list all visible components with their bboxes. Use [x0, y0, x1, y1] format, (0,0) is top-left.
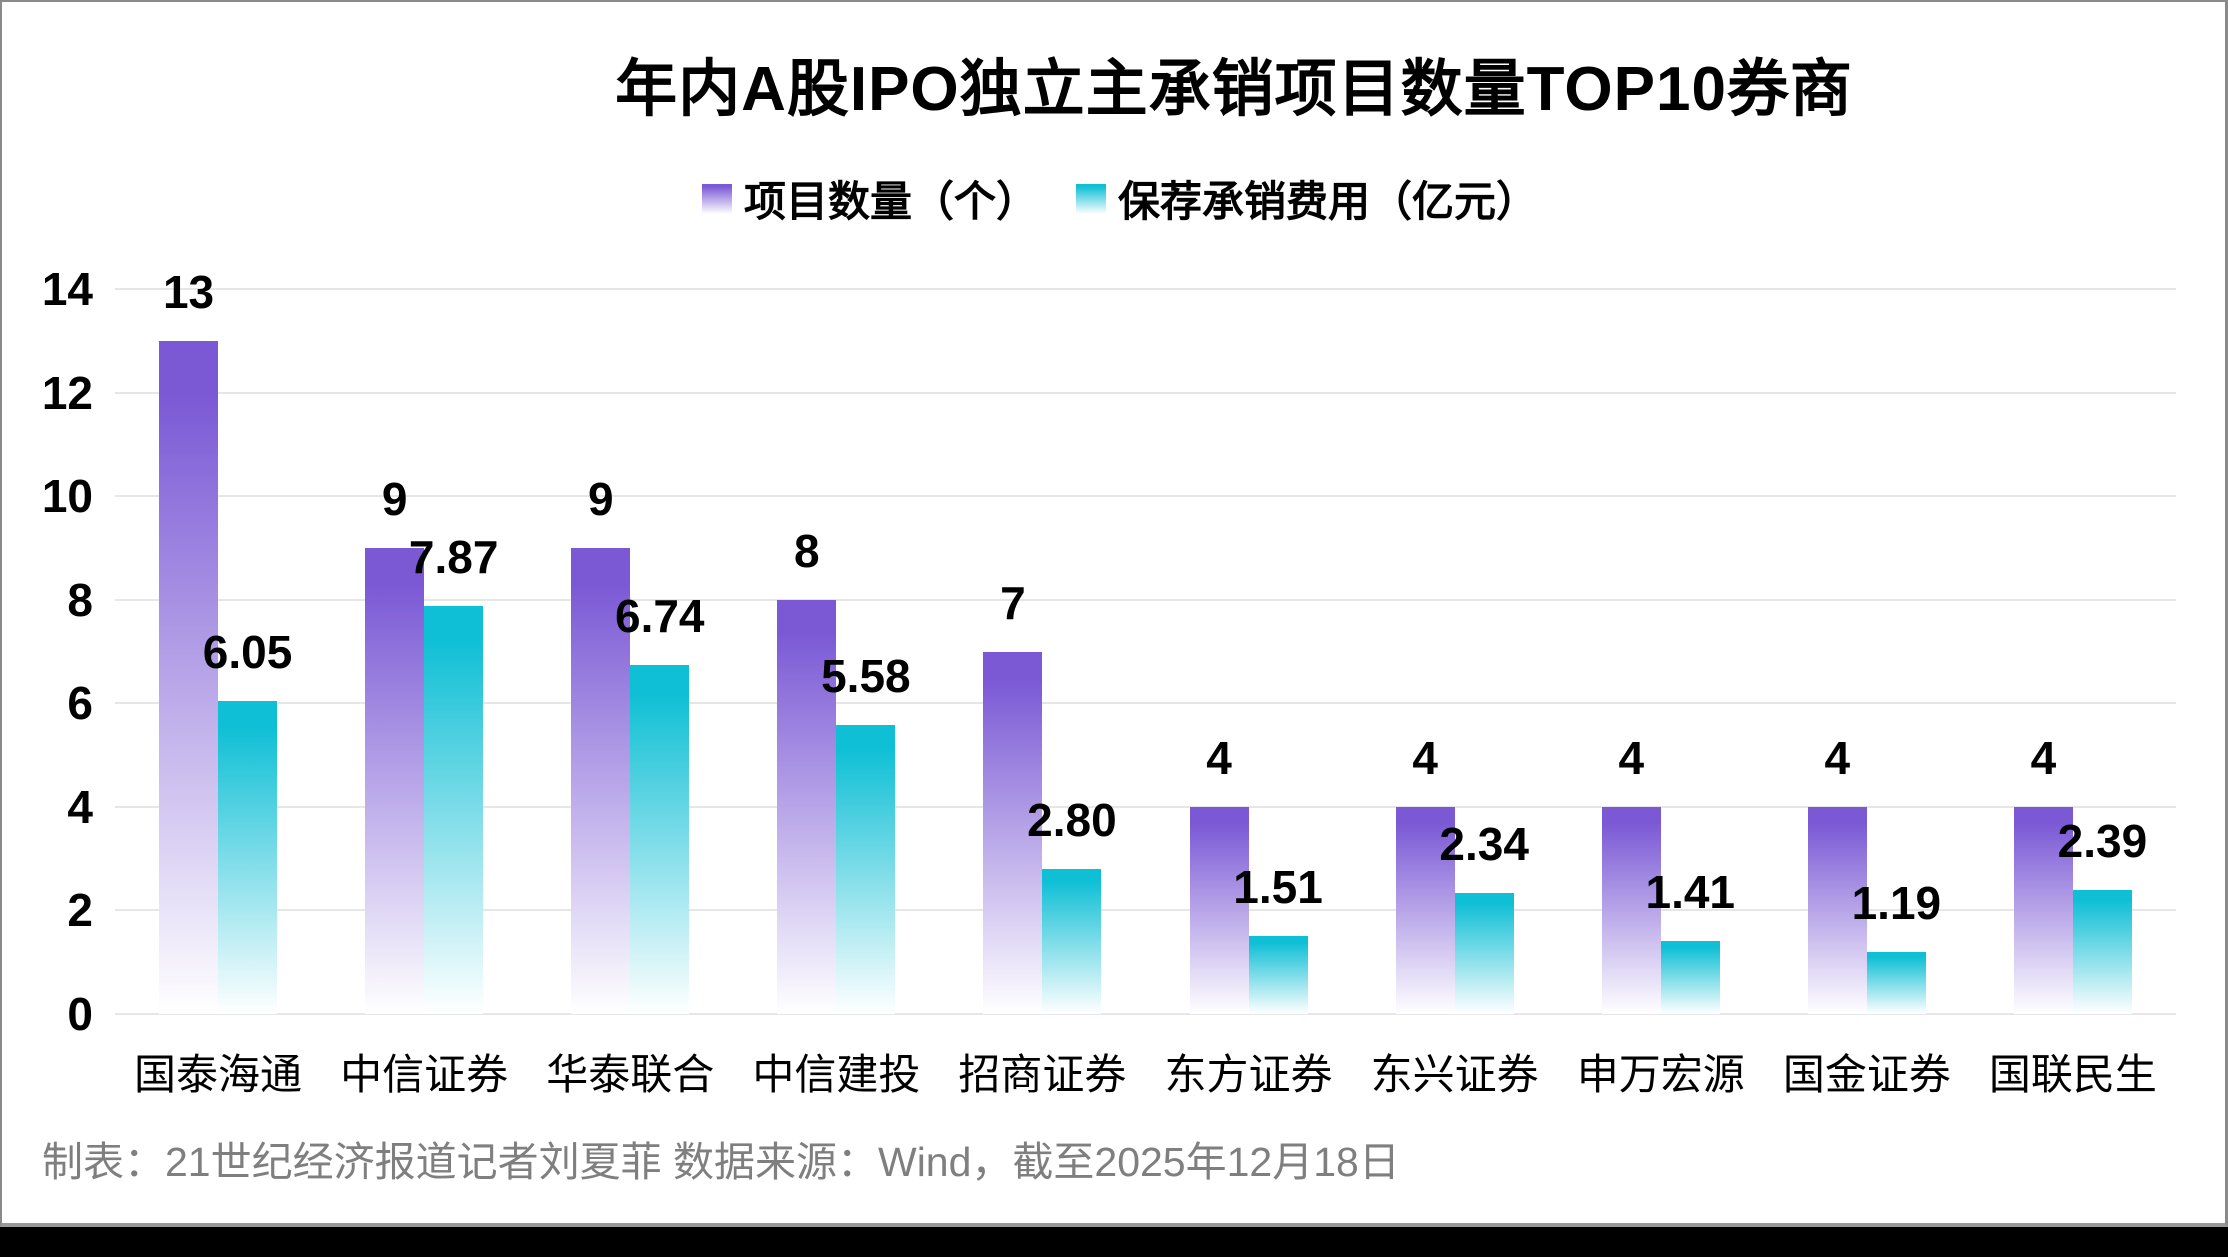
value-label-fees: 2.34 — [1439, 817, 1529, 870]
y-tick-label: 4 — [67, 780, 93, 833]
value-label-projects: 8 — [794, 524, 820, 577]
y-tick-label: 12 — [41, 366, 93, 419]
category-label: 中信证券 — [340, 1051, 509, 1098]
gridline — [115, 805, 2176, 808]
bar-fees — [1454, 892, 1514, 1014]
value-label-fees: 1.19 — [1851, 877, 1942, 930]
gridline — [115, 702, 2176, 705]
category-label: 东兴证券 — [1370, 1051, 1539, 1098]
y-tick-label: 10 — [41, 470, 93, 523]
value-label-projects: 7 — [1000, 576, 1026, 629]
value-label-fees: 6.05 — [202, 625, 293, 678]
gridline — [115, 1013, 2176, 1015]
value-label-projects: 9 — [381, 472, 408, 525]
chart-title: 年内A股IPO独立主承销项目数量TOP10券商 — [615, 55, 1853, 124]
value-label-projects: 4 — [1206, 731, 1232, 784]
bar-projects — [1807, 806, 1867, 1014]
value-label-fees: 1.51 — [1233, 860, 1323, 913]
category-label: 申万宏源 — [1576, 1051, 1745, 1098]
bar-projects — [1395, 806, 1455, 1014]
value-label-projects: 13 — [162, 265, 215, 318]
bottom-black-bar — [0, 1227, 2228, 1257]
gridline — [115, 288, 2176, 290]
value-label-fees: 2.39 — [2057, 815, 2148, 868]
legend-label-projects: 项目数量（个） — [743, 178, 1038, 225]
value-label-projects: 4 — [1412, 731, 1438, 784]
legend-swatch-projects-icon — [701, 183, 732, 214]
y-tick-label: 8 — [67, 573, 93, 626]
category-label: 国金证券 — [1782, 1051, 1951, 1098]
bar-projects — [365, 547, 425, 1014]
legend-item-fees: 保荐承销费用（亿元） — [1076, 168, 1538, 229]
bar-projects — [1189, 806, 1249, 1014]
gridline — [115, 495, 2176, 498]
bar-projects — [777, 599, 837, 1014]
bar-projects — [983, 651, 1043, 1014]
value-label-fees: 6.74 — [614, 589, 705, 642]
value-label-fees: 7.87 — [408, 531, 499, 584]
gridline — [115, 391, 2176, 394]
legend-swatch-fees-icon — [1076, 183, 1106, 214]
bar-fees — [1660, 940, 1720, 1014]
value-label-fees: 1.41 — [1645, 865, 1736, 918]
category-label: 国泰海通 — [134, 1051, 303, 1098]
value-label-projects: 4 — [1618, 731, 1645, 784]
bar-projects — [159, 340, 219, 1014]
bar-projects — [571, 547, 631, 1014]
bar-fees — [630, 664, 690, 1014]
bar-fees — [1248, 935, 1308, 1014]
legend-item-projects: 项目数量（个） — [701, 168, 1038, 229]
bar-fees — [1042, 869, 1102, 1014]
value-label-projects: 4 — [1824, 731, 1851, 784]
plot-area: 0 2 4 6 8 10 12 14 13 6.05 国泰海通 9 7.87 中信证券 9 6.74 华泰联合 8… — [42, 266, 2176, 1098]
y-tick-label: 2 — [67, 884, 93, 937]
bar-fees — [218, 700, 278, 1014]
bar-fees — [424, 606, 484, 1014]
bar-projects — [1601, 806, 1661, 1014]
bar-fees — [836, 725, 896, 1014]
gridline — [115, 598, 2176, 601]
value-label-projects: 9 — [587, 472, 614, 525]
category-label: 华泰联合 — [546, 1051, 715, 1098]
y-tick-label: 6 — [67, 677, 93, 730]
category-label: 中信建投 — [752, 1051, 921, 1098]
category-label: 东方证券 — [1164, 1051, 1333, 1098]
y-tick-label: 0 — [67, 988, 93, 1040]
category-label: 招商证券 — [958, 1051, 1127, 1098]
value-label-fees: 2.80 — [1027, 794, 1117, 846]
source-note: 制表：21世纪经济报道记者刘夏菲 数据来源：Wind，截至2025年12月18日 — [42, 1139, 1400, 1185]
value-label-projects: 4 — [2030, 731, 2057, 784]
y-tick-label: 14 — [41, 263, 93, 315]
legend: 项目数量（个） 保荐承销费用（亿元） — [701, 168, 1538, 229]
chart-panel: 年内A股IPO独立主承销项目数量TOP10券商 项目数量（个） 保荐承销费用（亿… — [0, 0, 2228, 1227]
legend-label-fees: 保荐承销费用（亿元） — [1118, 178, 1539, 225]
bar-projects — [2013, 806, 2073, 1014]
bar-fees — [2072, 890, 2132, 1014]
bar-fees — [1866, 952, 1926, 1014]
value-label-fees: 5.58 — [821, 650, 911, 703]
category-label: 国联民生 — [1988, 1051, 2157, 1098]
gridline — [115, 909, 2176, 912]
